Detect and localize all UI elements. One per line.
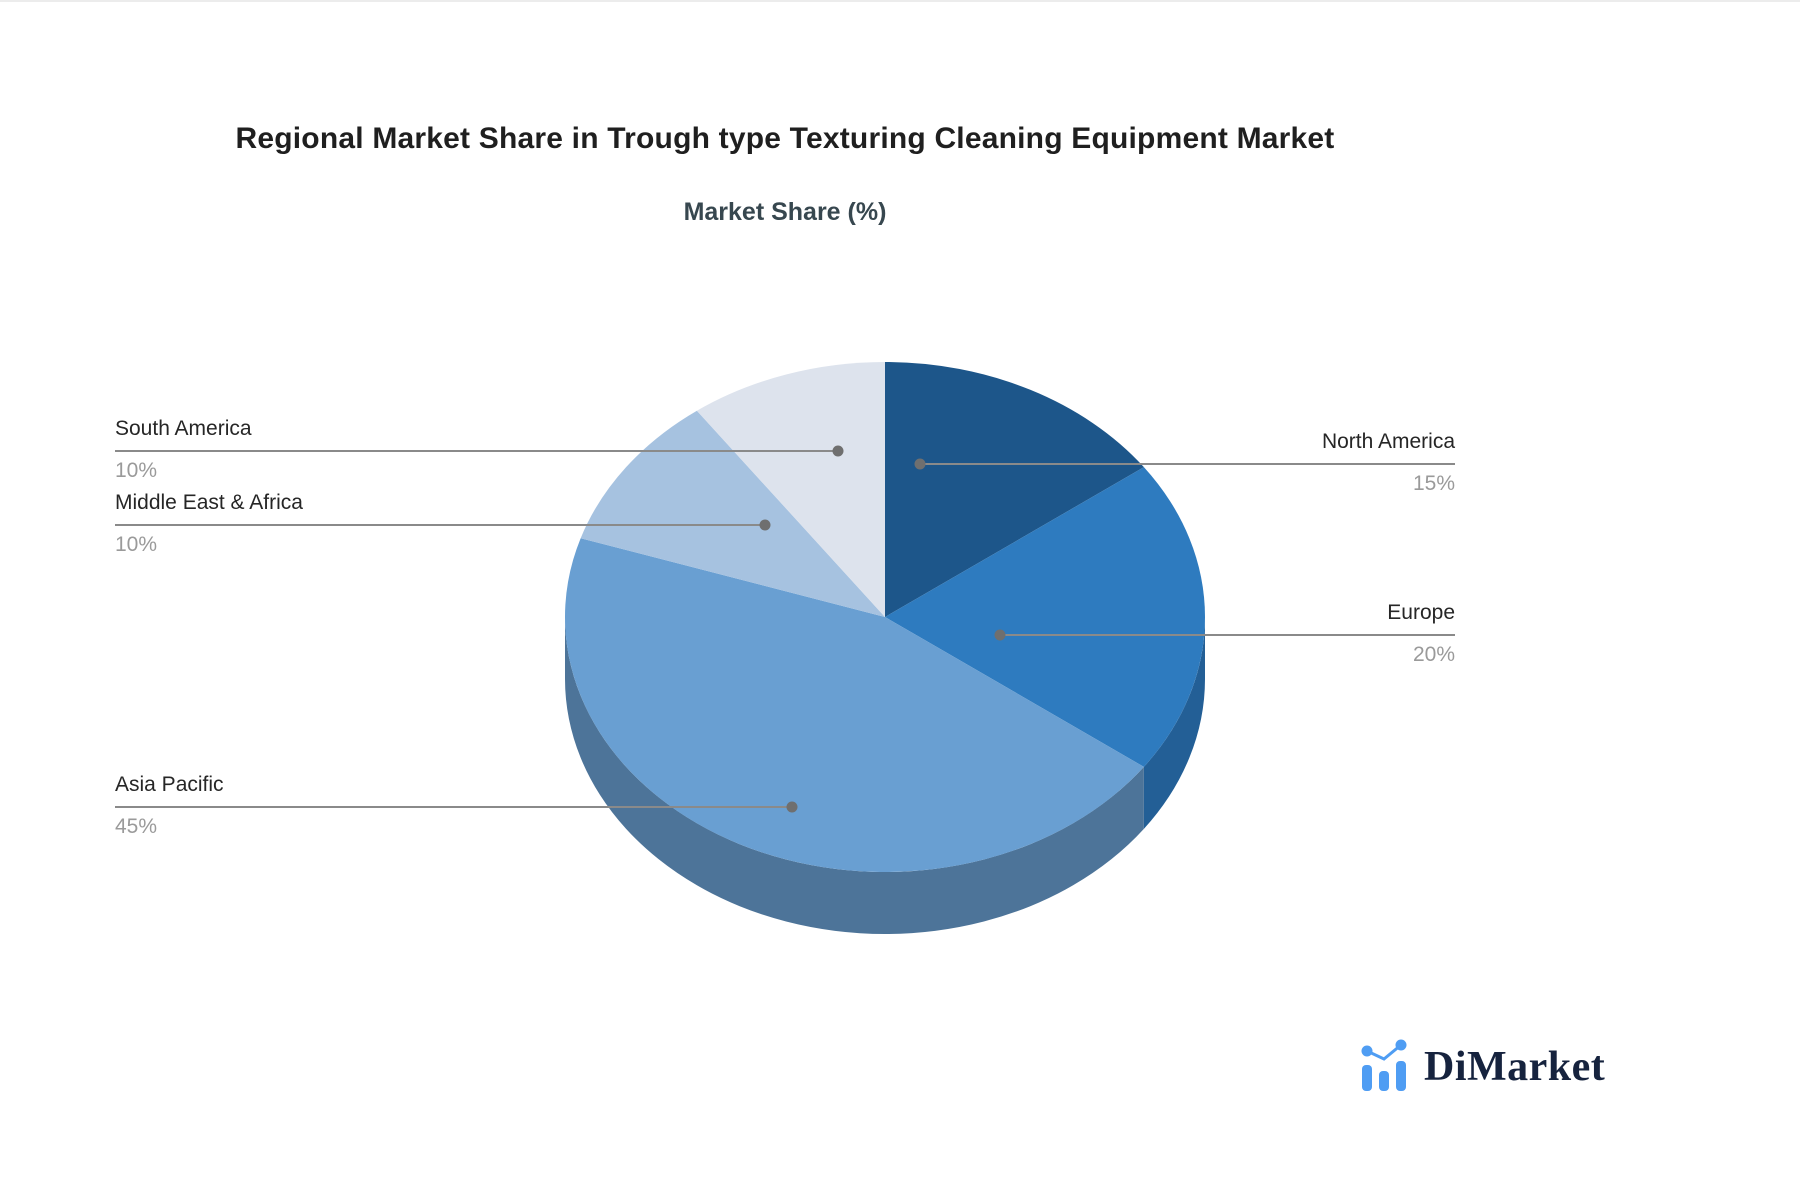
label-north-america: North America	[1321, 430, 1455, 453]
chart-title: Regional Market Share in Trough type Tex…	[235, 122, 1335, 155]
leader-dot-north-america	[914, 458, 926, 470]
pie-slice-asia-pacific[interactable]	[565, 538, 1144, 873]
pie-slice-middle-east-africa[interactable]	[580, 410, 885, 617]
chart-subtitle: Market Share (%)	[683, 198, 887, 226]
pie-slice-side-asia-pacific	[565, 617, 1144, 935]
pie-slice-europe[interactable]	[885, 467, 1206, 767]
value-europe: 20%	[1412, 643, 1455, 666]
label-europe: Europe	[1387, 601, 1455, 624]
value-south-america: 10%	[115, 459, 158, 482]
leader-dot-middle-east-africa	[759, 519, 771, 531]
brand-logo: DiMarket	[1360, 1032, 1680, 1102]
value-middle-east-africa: 10%	[115, 533, 158, 556]
pie-slice-side-europe	[1143, 617, 1205, 829]
leader-dot-europe	[994, 629, 1006, 641]
value-north-america: 15%	[1412, 472, 1455, 495]
label-south-america: South America	[115, 417, 252, 440]
label-middle-east-africa: Middle East & Africa	[115, 491, 303, 514]
leader-dot-asia-pacific	[786, 801, 798, 813]
pie-slice-south-america[interactable]	[696, 362, 885, 617]
value-asia-pacific: 45%	[115, 815, 158, 838]
label-asia-pacific: Asia Pacific	[115, 773, 224, 796]
bar-line-chart-icon	[1361, 1039, 1407, 1091]
leader-dot-south-america	[832, 445, 844, 457]
brand-logo-text: DiMarket	[1424, 1044, 1606, 1090]
pie-slice-north-america[interactable]	[885, 362, 1144, 617]
